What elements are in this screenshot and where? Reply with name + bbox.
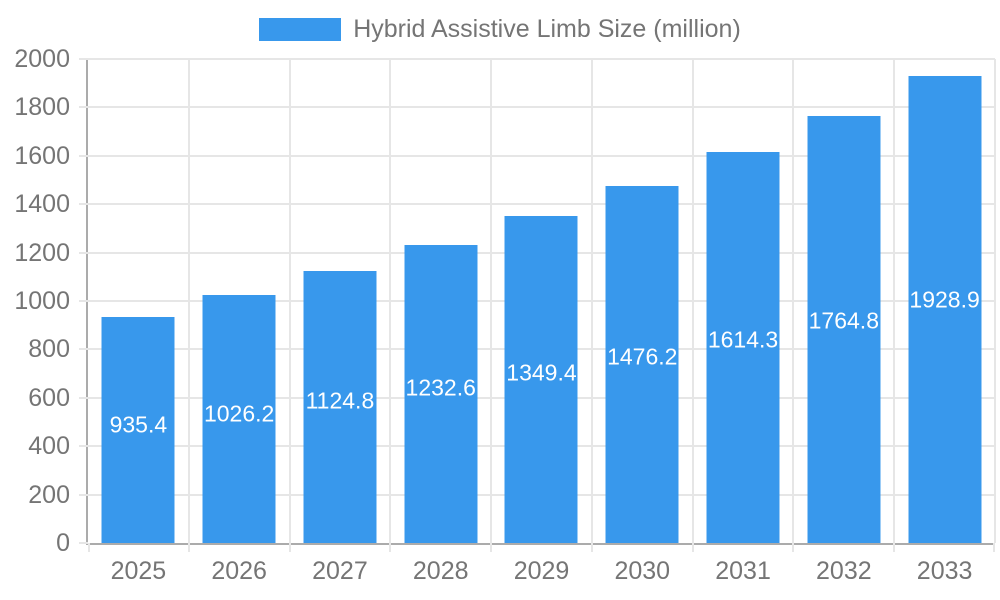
- v-gridline: [590, 59, 593, 543]
- y-axis-tick-label: 1800: [14, 93, 70, 122]
- bar-value-label: 1026.2: [203, 400, 275, 427]
- y-axis-tick: [79, 300, 88, 302]
- x-axis-tick: [389, 543, 392, 552]
- v-gridline: [490, 59, 493, 543]
- x-axis-tick-label: 2031: [715, 557, 771, 585]
- h-gridline: [88, 58, 995, 60]
- h-gridline: [88, 203, 995, 206]
- bar-value-label: 1124.8: [305, 387, 375, 414]
- y-axis-tick-label: 1400: [14, 190, 70, 219]
- x-axis-tick-label: 2026: [211, 557, 267, 585]
- y-axis-tick-label: 200: [28, 480, 70, 509]
- y-axis-tick: [79, 348, 88, 351]
- y-axis-tick-label: 800: [28, 335, 70, 364]
- y-axis-labels: 0 200 400 600 800 1000 1200 1400 1600 1800 2000: [0, 45, 70, 557]
- v-gridline: [288, 59, 291, 543]
- v-gridline: [187, 59, 190, 543]
- bar[interactable]: 935.4: [101, 316, 175, 543]
- x-axis-tick: [187, 543, 190, 552]
- bar[interactable]: 1614.3: [706, 152, 780, 543]
- y-axis-tick-label: 0: [56, 529, 70, 557]
- bar-value-label: 935.4: [109, 411, 168, 438]
- x-axis-tick: [993, 543, 995, 552]
- bar-column: 1764.8: [793, 59, 894, 543]
- bar-column: 1614.3: [693, 59, 794, 543]
- x-axis-line: [86, 543, 995, 545]
- y-axis-tick-label: 400: [28, 432, 70, 461]
- bar[interactable]: 1764.8: [807, 115, 881, 543]
- h-gridline: [88, 106, 995, 109]
- bar-value-label: 1928.9: [909, 286, 980, 313]
- y-axis-tick-label: 1200: [14, 238, 70, 267]
- bar-value-label: 1232.6: [405, 374, 476, 401]
- bar-column: 1349.4: [491, 59, 592, 543]
- x-axis-tick-label: 2029: [513, 557, 570, 585]
- x-axis-tick-label: 2033: [916, 557, 973, 585]
- bar-column: 1026.2: [189, 59, 290, 543]
- y-axis-tick: [79, 396, 88, 399]
- legend[interactable]: Hybrid Assistive Limb Size (million): [0, 16, 1000, 43]
- bar-value-label: 1476.2: [607, 343, 678, 370]
- x-axis-tick: [490, 543, 493, 552]
- h-gridline: [88, 154, 995, 157]
- bar-value-label: 1349.4: [506, 359, 577, 386]
- bar[interactable]: 1124.8: [303, 270, 377, 543]
- x-axis-tick-label: 2030: [614, 557, 671, 585]
- y-axis-tick: [79, 542, 88, 544]
- bar-column: 1232.6: [390, 59, 491, 543]
- y-axis-tick-label: 1000: [14, 287, 70, 315]
- legend-swatch-icon: [259, 18, 342, 41]
- legend-label: Hybrid Assistive Limb Size (million): [353, 15, 741, 43]
- y-axis-tick: [79, 58, 88, 60]
- v-gridline: [389, 59, 392, 543]
- x-axis-tick: [88, 543, 90, 552]
- y-axis-tick: [79, 203, 88, 206]
- x-axis-labels: 2025 2026 2027 2028 2029 2030 2031 2032 2033: [88, 556, 995, 588]
- v-gridline: [893, 59, 896, 543]
- y-axis-tick: [79, 445, 88, 448]
- y-axis-tick: [79, 251, 88, 254]
- v-gridline: [994, 59, 996, 543]
- bar-value-label: 1614.3: [707, 326, 779, 353]
- plot-area: 935.4 1026.2 1124.8 1232.6 1349.4 1476.2 1614.…: [79, 58, 996, 552]
- bar[interactable]: 1026.2: [202, 294, 276, 543]
- bar-column: 935.4: [88, 59, 189, 543]
- y-axis-tick-label: 1600: [14, 141, 70, 170]
- y-axis-tick: [79, 154, 88, 157]
- x-axis-tick: [288, 543, 291, 552]
- v-gridline: [691, 59, 694, 543]
- x-axis-tick-label: 2025: [110, 557, 167, 585]
- bar[interactable]: 1232.6: [404, 244, 478, 543]
- x-axis-tick-label: 2027: [312, 557, 368, 585]
- v-gridline: [792, 59, 795, 543]
- x-axis-tick: [893, 543, 896, 552]
- bar[interactable]: 1476.2: [605, 185, 679, 543]
- bar-value-label: 1764.8: [808, 307, 879, 334]
- bar-column: 1928.9: [894, 59, 995, 543]
- bar[interactable]: 1928.9: [908, 76, 982, 543]
- bar-column: 1124.8: [290, 59, 391, 543]
- x-axis-tick: [792, 543, 795, 552]
- x-axis-tick-label: 2028: [412, 557, 469, 585]
- y-axis-tick-label: 600: [28, 383, 70, 412]
- y-axis-tick: [79, 106, 88, 109]
- bar[interactable]: 1349.4: [504, 216, 578, 543]
- x-axis-tick-label: 2032: [816, 557, 872, 585]
- y-axis-tick: [79, 493, 88, 496]
- x-axis-tick: [691, 543, 694, 552]
- bar-column: 1476.2: [592, 59, 693, 543]
- x-axis-tick: [590, 543, 593, 552]
- y-axis-tick-label: 2000: [14, 45, 70, 73]
